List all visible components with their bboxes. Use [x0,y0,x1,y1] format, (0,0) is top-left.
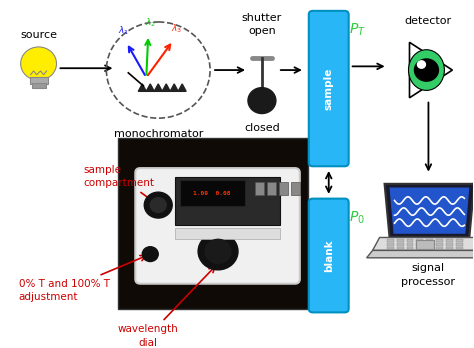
Bar [417,243,423,246]
FancyBboxPatch shape [309,199,349,313]
Bar [447,239,453,242]
Polygon shape [390,188,469,234]
Bar [397,239,403,242]
Bar [29,77,47,84]
Bar [387,239,393,242]
Bar [180,180,245,206]
Text: 0% T and 100% T
adjustment: 0% T and 100% T adjustment [18,255,146,302]
Bar [417,247,423,250]
Circle shape [21,47,56,80]
Bar [387,247,393,250]
Bar [32,83,46,88]
Bar [427,243,433,246]
FancyBboxPatch shape [135,168,300,284]
Bar [447,243,453,246]
Circle shape [150,198,166,213]
Text: closed: closed [244,123,280,133]
Bar [456,243,463,246]
Polygon shape [410,42,452,98]
Text: blank: blank [324,239,334,272]
Bar [417,239,423,242]
Text: monochromator: monochromator [114,129,203,139]
Polygon shape [384,184,474,237]
Text: $\lambda_3$: $\lambda_3$ [171,22,182,35]
Text: source: source [20,31,57,40]
Bar [437,239,443,242]
Bar [427,247,433,250]
Bar [456,247,463,250]
Bar [447,247,453,250]
Text: $\lambda_2$: $\lambda_2$ [145,17,156,29]
Polygon shape [366,251,474,258]
Polygon shape [138,84,186,91]
Bar [397,247,403,250]
Text: 1.09  0.08: 1.09 0.08 [193,191,231,196]
Text: signal
processor: signal processor [401,263,456,286]
Text: sample
compartment: sample compartment [83,165,155,203]
Bar [267,182,276,195]
Bar [437,243,443,246]
Text: $P_T$: $P_T$ [349,22,365,38]
Bar [427,239,433,242]
Bar [118,137,308,309]
Circle shape [142,247,158,261]
Bar [387,243,393,246]
Text: $\lambda_1$: $\lambda_1$ [118,24,129,37]
Bar [417,240,434,248]
Circle shape [248,88,276,113]
Circle shape [205,239,231,263]
Polygon shape [373,237,474,251]
Circle shape [198,233,238,270]
Bar [407,247,413,250]
Circle shape [414,59,438,81]
Bar [291,182,300,195]
Ellipse shape [409,50,445,90]
FancyBboxPatch shape [309,11,349,166]
Circle shape [418,61,426,68]
Bar [175,177,280,225]
Bar [255,182,264,195]
Bar [456,239,463,242]
Bar [279,182,288,195]
Text: wavelength
dial: wavelength dial [118,267,215,348]
Bar [407,243,413,246]
Bar [397,243,403,246]
Circle shape [144,192,172,218]
Text: sample: sample [324,68,334,110]
Bar [407,239,413,242]
Text: $P_0$: $P_0$ [349,210,365,226]
Bar [175,228,280,239]
Bar [437,247,443,250]
Text: detector: detector [405,16,452,26]
Text: shutter
open: shutter open [242,14,282,36]
